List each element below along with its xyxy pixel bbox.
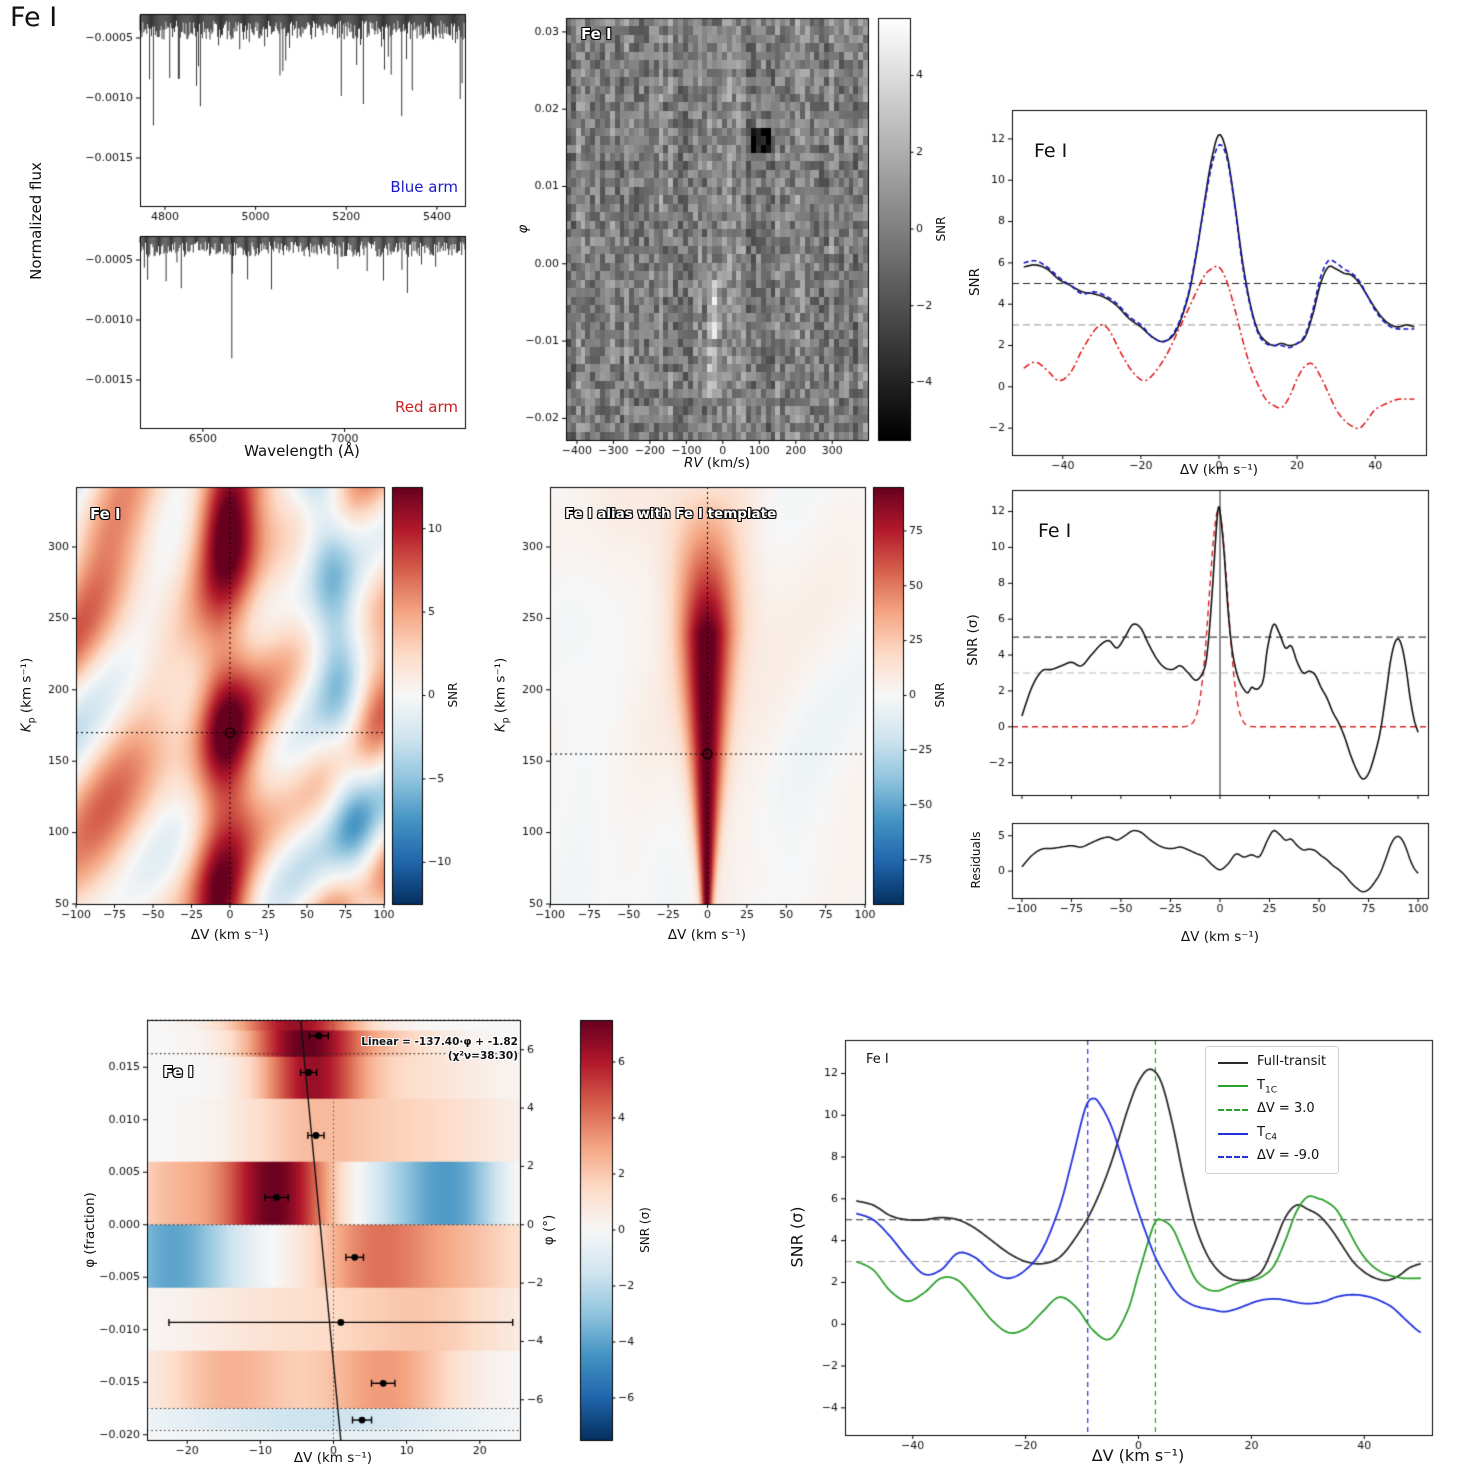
phase-resolved-map-canvas [84, 1000, 664, 1472]
legend-item-tc4: TC4 [1218, 1124, 1326, 1143]
linear-fit-chi2: (χ²ν=38.30) [447, 1049, 518, 1062]
kp-symbol: K [18, 723, 35, 733]
legend-label: TC4 [1257, 1124, 1278, 1143]
kp-map-y-axis-label: Kp (km s⁻¹) [19, 658, 38, 733]
legend-label: T1C [1257, 1077, 1278, 1096]
fit-panel-x-axis-label: ΔV (km s⁻¹) [1180, 929, 1260, 945]
phase-map-x-axis-label: ΔV (km s⁻¹) [293, 1450, 373, 1466]
phase-map-colorbar-label: SNR (σ) [638, 1207, 652, 1253]
legend-label: ΔV = -9.0 [1257, 1148, 1320, 1164]
dv3-line-swatch [1218, 1108, 1248, 1111]
kp-unit: (km s⁻¹) [492, 657, 509, 718]
fit-panel-title: Fe I [1038, 520, 1072, 542]
kp-map-colorbar-label: SNR [446, 682, 460, 708]
rv-label-unit: (km/s) [702, 455, 751, 471]
kp-map-x-axis-label: ΔV (km s⁻¹) [190, 927, 270, 943]
phase-map-y-axis-label: φ (fraction) [82, 1192, 98, 1268]
alias-map-y-axis-label: Kp (km s⁻¹) [493, 658, 512, 733]
legend-item-dv-neg9: ΔV = -9.0 [1218, 1148, 1326, 1166]
kp-map-title: Fe I [90, 505, 121, 523]
transit-y-axis-label: SNR (σ) [787, 1206, 807, 1268]
fit-panel-y-axis-label: SNR (σ) [965, 614, 981, 666]
kp-unit: (km s⁻¹) [18, 657, 35, 718]
transit-legend: Full-transit T1C ΔV = 3.0 TC4 ΔV = -9.0 [1205, 1046, 1340, 1174]
linear-fit-equation: Linear = -137.40·φ + -1.82 [361, 1036, 518, 1048]
dv-neg9-line-swatch [1218, 1156, 1248, 1159]
linear-fit-annotation: Linear = -137.40·φ + -1.82 (χ²ν=38.30) [298, 1036, 518, 1063]
kp-symbol: K [492, 723, 509, 733]
alias-map-colorb​ar-label: SNR [933, 682, 947, 708]
snr-fit-canvas [950, 470, 1458, 948]
phase-map-right-axis-label: φ (°) [541, 1214, 557, 1246]
transit-x-axis-label: ΔV (km s⁻¹) [1091, 1446, 1185, 1465]
phase-map-title: Fe I [163, 1063, 194, 1081]
full-transit-line-swatch [1218, 1061, 1248, 1064]
red-arm-label: Red arm [395, 398, 458, 416]
snr-top-title: Fe I [1034, 140, 1068, 162]
snr-vs-dv-canvas [950, 90, 1458, 480]
legend-label: ΔV = 3.0 [1257, 1101, 1315, 1117]
alias-map-title: Fe I alias with Fe I template [565, 506, 777, 522]
transit-panel-title: Fe I [866, 1052, 889, 1067]
phase-rv-y-axis-label: φ [515, 224, 531, 234]
legend-item-full-transit: Full-transit [1218, 1054, 1326, 1072]
phase-rv-map-canvas [500, 0, 960, 478]
kp-dv-map-canvas [16, 470, 476, 948]
legend-item-t1c: T1C [1218, 1077, 1326, 1096]
t1c-line-swatch [1218, 1085, 1248, 1088]
legend-item-dv3: ΔV = 3.0 [1218, 1101, 1326, 1119]
tc4-line-swatch [1218, 1132, 1248, 1135]
blue-arm-label: Blue arm [390, 178, 458, 196]
snr-top-y-axis-label: SNR [967, 267, 983, 297]
figure-label: Fe I [10, 2, 58, 33]
spectra-y-axis-label: Normalized flux [27, 162, 45, 280]
spectra-x-axis-label: Wavelength (Å) [244, 442, 360, 460]
legend-label: Full-transit [1257, 1054, 1327, 1069]
phase-rv-colorbar-label: SNR [934, 216, 948, 242]
transit-curves-canvas [775, 1020, 1458, 1472]
kp-subscript: p [500, 717, 512, 724]
rv-label-italic: RV [683, 455, 703, 471]
snr-top-x-axis-label: ΔV (km s⁻¹) [1179, 462, 1259, 478]
alias-map-x-axis-label: ΔV (km s⁻¹) [667, 927, 747, 943]
phase-rv-map-title: Fe I [581, 25, 612, 43]
kp-subscript: p [26, 717, 38, 724]
alias-map-canvas [486, 470, 946, 948]
phase-rv-x-axis-label: RV (km/s) [684, 455, 750, 471]
residuals-y-axis-label: Residuals [969, 831, 983, 889]
spectra-panel-canvas [56, 0, 480, 470]
